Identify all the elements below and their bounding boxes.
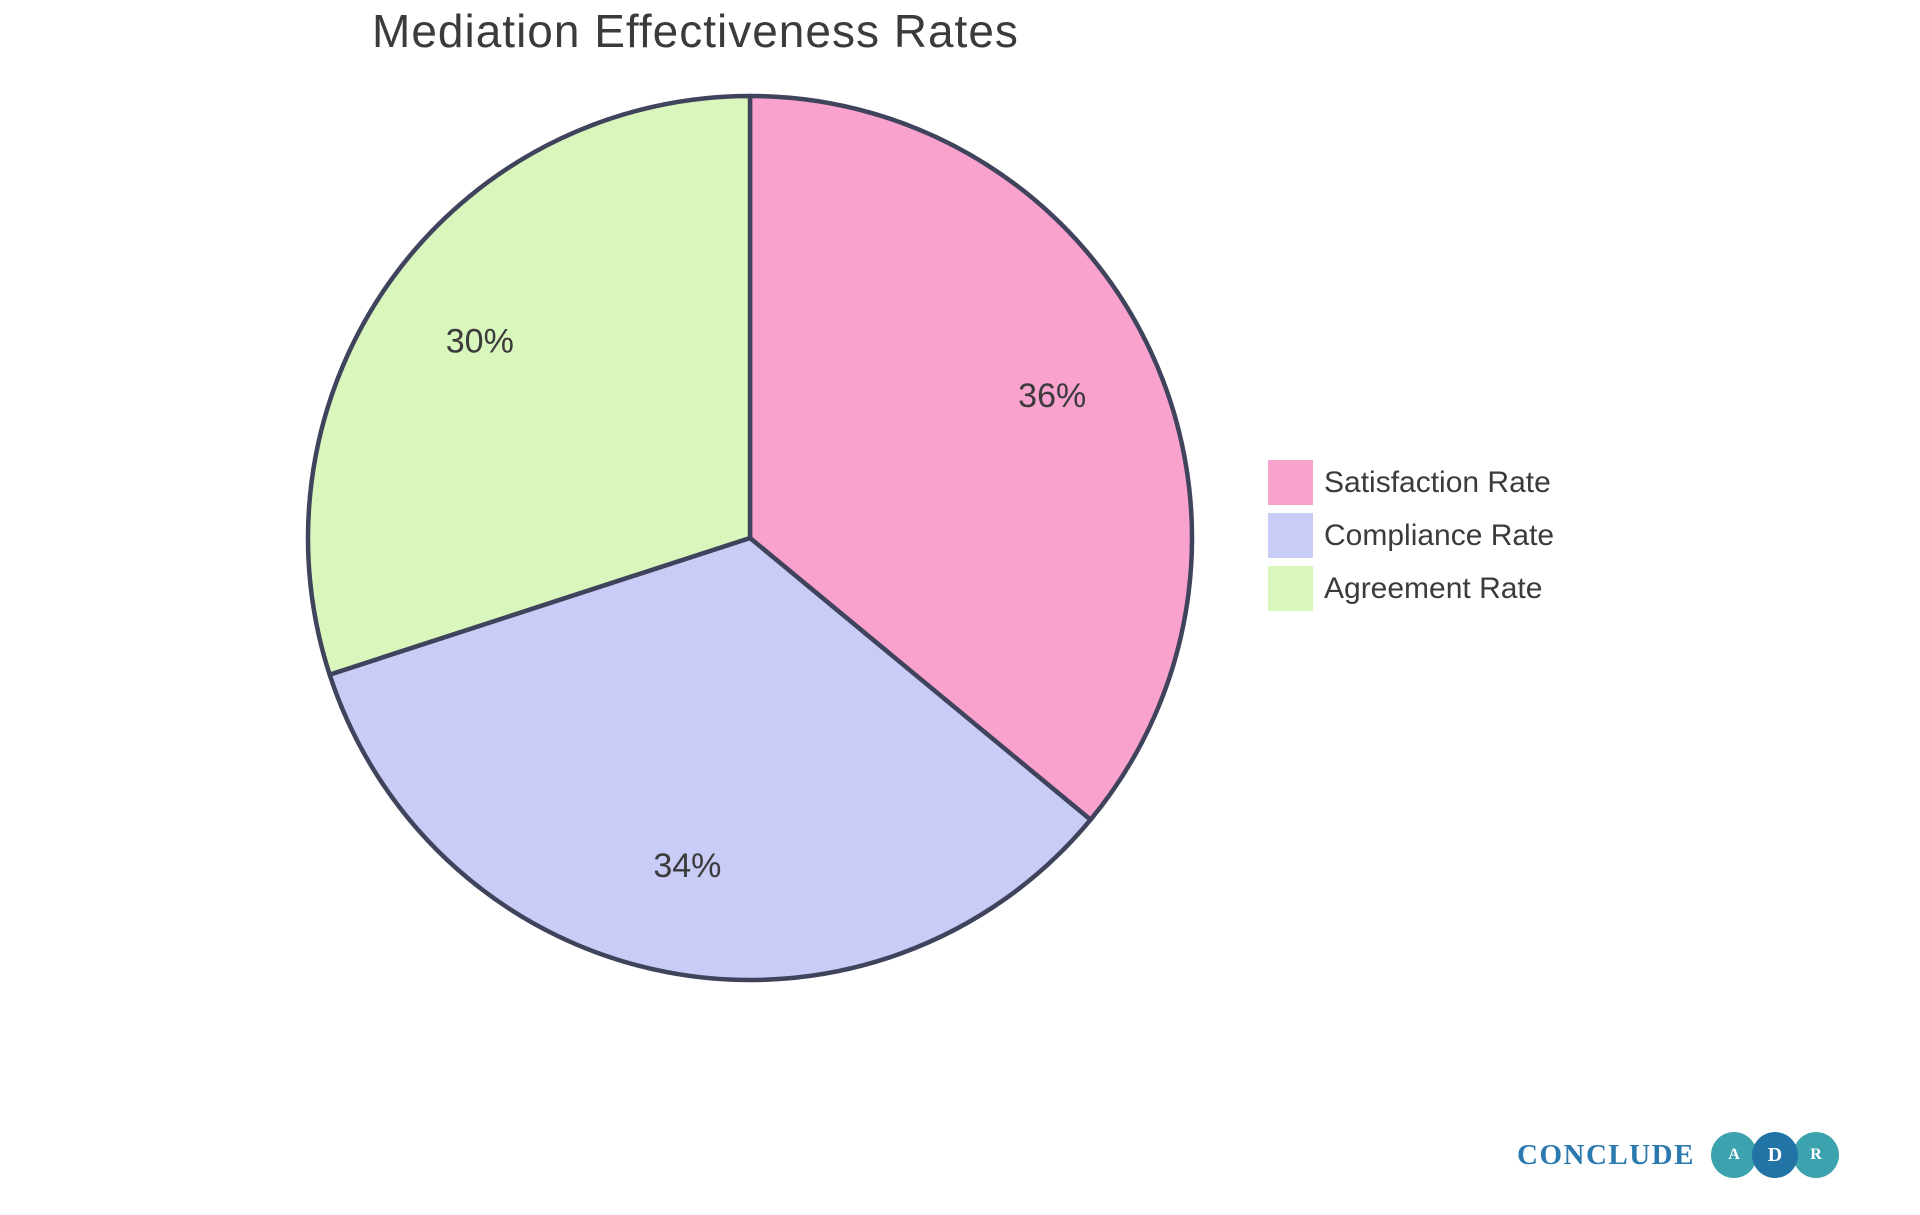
legend-label: Compliance Rate [1324,518,1555,552]
legend-item-agreement-rate: Agreement Rate [1268,566,1554,611]
legend-swatch-compliance-rate [1268,513,1313,558]
brand-logo: CONCLUDE A D R [1517,1132,1839,1178]
legend: Satisfaction Rate Compliance Rate Agreem… [1268,460,1554,611]
legend-swatch-agreement-rate [1268,566,1313,611]
pie-slice-satisfaction-rate [747,93,1195,822]
slice-percent-label: 36% [1018,377,1086,415]
pie-slice-compliance-rate [327,535,1093,983]
legend-item-compliance-rate: Compliance Rate [1268,513,1554,558]
brand-badges: A D R [1710,1132,1839,1178]
legend-swatch-satisfaction-rate [1268,460,1313,505]
badge-a-icon: A [1710,1132,1757,1178]
slice-percent-label: 34% [653,847,721,885]
brand-wordmark: CONCLUDE [1517,1138,1695,1171]
legend-label: Satisfaction Rate [1324,465,1551,499]
legend-item-satisfaction-rate: Satisfaction Rate [1268,460,1554,505]
badge-r-icon: R [1792,1132,1839,1178]
slice-percent-label: 30% [446,323,514,361]
legend-label: Agreement Rate [1324,571,1543,605]
badge-d-icon: D [1751,1132,1798,1178]
chart-title: Mediation Effectiveness Rates [372,5,1019,57]
pie-slice-agreement-rate [305,93,753,677]
